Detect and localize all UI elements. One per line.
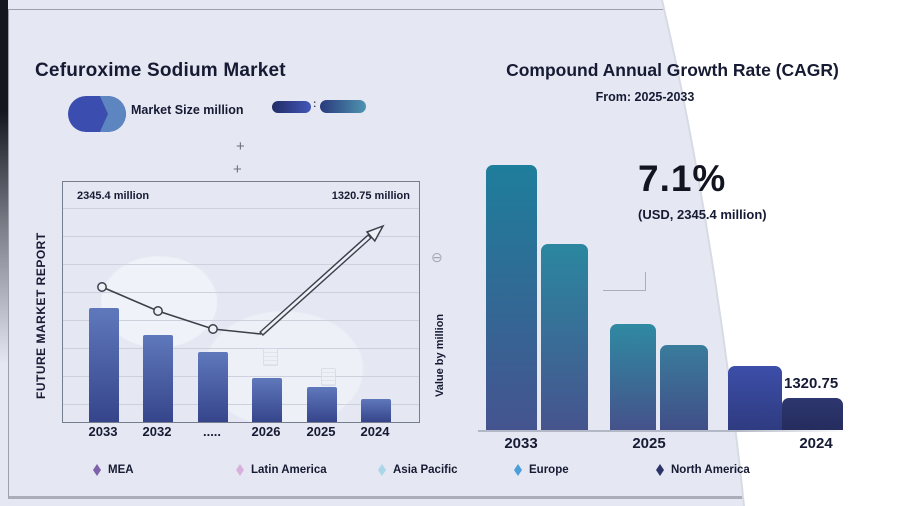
legend-diamond-icon — [236, 464, 244, 476]
plus-decoration-icon: + — [233, 161, 242, 178]
cagr-subtitle: From: 2025-2033 — [595, 90, 695, 104]
bar-2033 — [89, 308, 119, 422]
x-label: 2033 — [88, 424, 118, 439]
clipboard-watermark-icon — [263, 348, 278, 366]
x-label: 2025 — [306, 424, 336, 439]
legend-label: Asia Pacific — [393, 464, 458, 476]
legend-label: Europe — [529, 464, 569, 476]
x-label: 2024 — [360, 424, 390, 439]
bar-2033-series-left — [486, 165, 537, 430]
gridlines — [63, 208, 419, 406]
bar-..... — [198, 352, 228, 422]
bar-2024 — [361, 399, 391, 422]
bar-2025-series-left — [610, 324, 656, 430]
bar-2024-series-left — [728, 366, 782, 430]
page-title: Cefuroxime Sodium Market — [35, 60, 286, 81]
cagr-percentage: 7.1% — [638, 158, 727, 199]
market-size-cylinder-icon — [68, 96, 126, 132]
bar-2024-series-right — [782, 398, 843, 430]
legend-item-north-america: North America — [656, 464, 750, 476]
legend-diamond-icon — [378, 464, 386, 476]
bar-2033-series-right — [541, 244, 588, 430]
left-chart-x-axis-labels: 2033 2032..... 2026 2025 2024 — [62, 424, 418, 440]
legend-label: North America — [671, 464, 750, 476]
x-label: 2025 — [632, 435, 666, 452]
cagr-note: (USD, 2345.4 million) — [638, 207, 767, 222]
bar-2025 — [307, 387, 337, 422]
mini-pill-icon — [320, 100, 366, 113]
bar-2025-series-right — [660, 345, 708, 430]
right-chart-baseline — [478, 430, 848, 432]
legend-diamond-icon — [656, 464, 664, 476]
value-axis-label: Value by million — [434, 313, 446, 397]
trend-line-overlay — [97, 224, 385, 337]
legend-label: MEA — [108, 464, 134, 476]
legend-diamond-icon — [514, 464, 522, 476]
bar-2026 — [252, 378, 282, 422]
plus-decoration-icon: + — [236, 138, 245, 155]
left-edge-bar — [0, 0, 8, 506]
legend-diamond-icon — [93, 464, 101, 476]
clipboard-watermark-icon — [321, 368, 336, 386]
x-label: ..... — [202, 424, 222, 439]
x-label: 2033 — [504, 435, 538, 452]
legend-item-asia-pacific: Asia Pacific — [378, 464, 458, 476]
legend-label: Latin America — [251, 464, 327, 476]
region-legend: MEA Latin America Asia Pacific Europe North … — [0, 464, 900, 484]
legend-item-europe: Europe — [514, 464, 569, 476]
legend-item-latin-america: Latin America — [236, 464, 327, 476]
legend-item-mea: MEA — [93, 464, 134, 476]
pill-separator: : — [313, 99, 317, 110]
end-value-annotation: 1320.75 million — [331, 190, 410, 202]
mini-pill-icon — [272, 101, 311, 113]
value-annotation-2024: 1320.75 — [784, 375, 839, 392]
circled-minus-icon: ⊖ — [431, 249, 443, 265]
left-chart-plot-area: 2345.4 million 1320.75 million — [62, 181, 420, 423]
market-size-label: Market Size million — [131, 103, 244, 117]
x-label: 2024 — [799, 435, 833, 452]
start-value-annotation: 2345.4 million — [77, 190, 150, 202]
cagr-title: Compound Annual Growth Rate (CAGR) — [506, 60, 839, 80]
x-label: 2026 — [251, 424, 281, 439]
brand-vertical-label: FUTURE MARKET REPORT — [34, 232, 48, 400]
step-watermark-shape — [603, 272, 646, 291]
x-label: 2032 — [142, 424, 172, 439]
bar-2032 — [143, 335, 173, 422]
